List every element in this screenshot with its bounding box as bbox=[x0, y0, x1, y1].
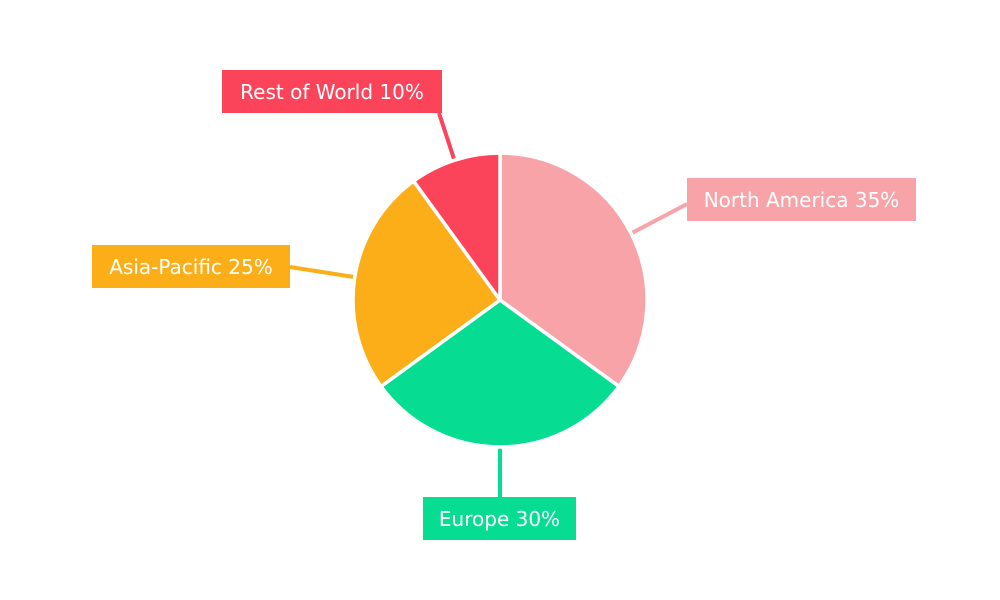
slice-callout-europe: Europe 30% bbox=[423, 497, 576, 540]
slice-callout-asia-pacific: Asia-Pacific 25% bbox=[92, 245, 290, 288]
pie-slice-north-america[interactable] bbox=[498, 151, 649, 389]
slice-label-text: Rest of World 10% bbox=[240, 79, 424, 104]
leader-line-north-america bbox=[631, 202, 688, 235]
pie-slice-europe[interactable] bbox=[379, 298, 621, 449]
slice-callout-rest-of-world: Rest of World 10% bbox=[222, 70, 442, 113]
leader-line-asia-pacific bbox=[289, 265, 355, 279]
slice-callout-north-america: North America 35% bbox=[687, 178, 916, 221]
slice-label-text: North America 35% bbox=[703, 187, 900, 212]
pie-slice-rest-of-world[interactable] bbox=[411, 151, 502, 302]
leader-line-rest-of-world bbox=[437, 112, 456, 160]
slice-label-text: Europe 30% bbox=[438, 506, 561, 531]
slice-label-text: Asia-Pacific 25% bbox=[109, 254, 273, 279]
pie-slice-asia-pacific[interactable] bbox=[351, 179, 502, 389]
